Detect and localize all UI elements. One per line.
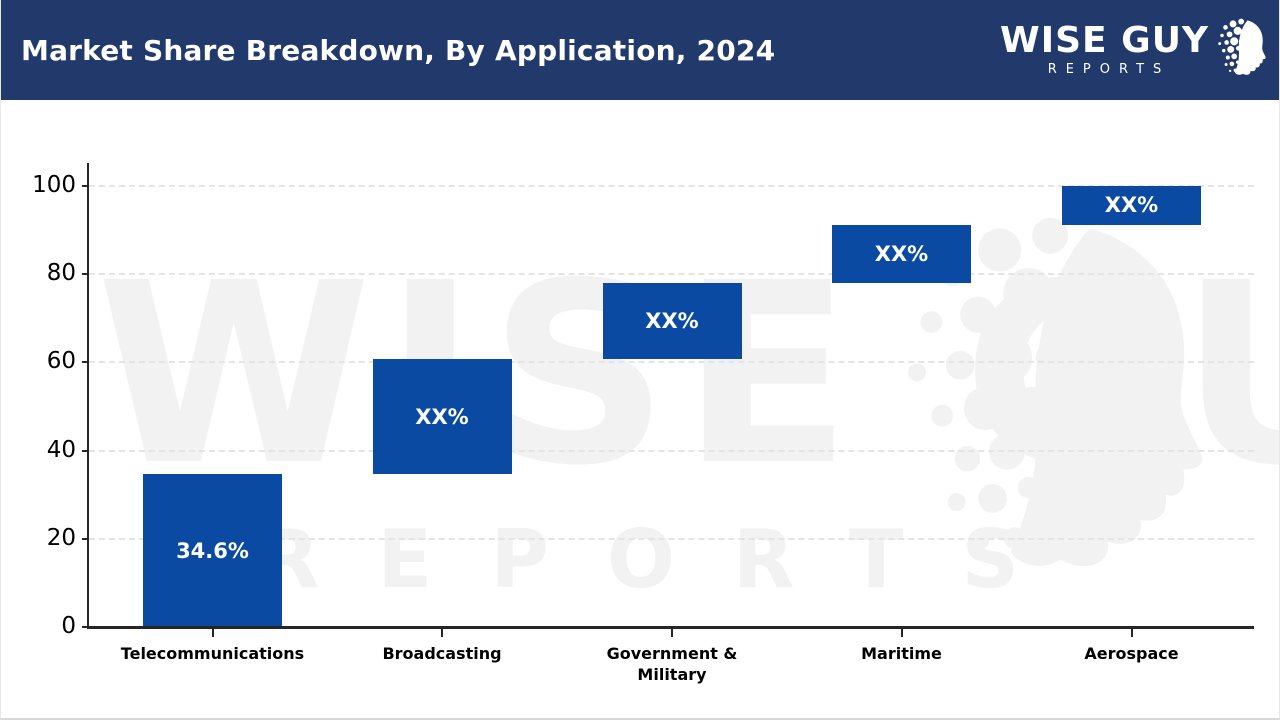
y-tick-mark-60 xyxy=(82,361,89,364)
x-category-label-0: Telecommunications xyxy=(120,644,305,663)
gridline-100 xyxy=(89,185,1254,187)
wise-guy-logo: WISE GUY REPORTS xyxy=(1000,8,1269,92)
page-title: Market Share Breakdown, By Application, … xyxy=(21,33,776,67)
x-tick-mark-1 xyxy=(441,629,443,637)
x-tick-mark-2 xyxy=(671,629,673,637)
y-tick-mark-20 xyxy=(82,537,89,540)
y-axis-line xyxy=(87,163,89,629)
x-tick-mark-0 xyxy=(211,629,214,637)
x-category-label-4: Aerospace xyxy=(1084,644,1179,663)
y-tick-label-60: 60 xyxy=(46,348,76,375)
y-tick-label-20: 20 xyxy=(46,524,76,551)
bar-value-label-1: XX% xyxy=(415,404,469,429)
gridline-20 xyxy=(89,537,1254,540)
y-tick-mark-40 xyxy=(82,449,89,452)
logo-text: WISE GUY REPORTS xyxy=(999,20,1209,78)
x-category-label-3: Maritime xyxy=(861,644,942,663)
y-tick-label-80: 80 xyxy=(46,260,76,287)
watermark-subtitle: REPORTS xyxy=(257,513,1078,606)
logo-subtitle: REPORTS xyxy=(1047,62,1171,77)
gridline-40 xyxy=(89,449,1254,452)
bar-value-label-2: XX% xyxy=(645,308,699,333)
x-category-label-2: Government & Military xyxy=(606,644,738,684)
bar-value-label-4: XX% xyxy=(1104,193,1159,218)
bar-3: XX% xyxy=(832,224,971,283)
x-category-label-1: Broadcasting xyxy=(382,644,502,663)
wise-guy-head-icon xyxy=(1211,10,1269,90)
chart-area: WISE GUY REPORTS 02040608010034.6%XX%XX%… xyxy=(1,100,1279,718)
gridline-80 xyxy=(89,273,1254,276)
plot: 0 20 40 60 80 100 34.6% XX% XX% XX% XX% Telecommuni… xyxy=(1,100,1279,718)
bar-0: 34.6% xyxy=(143,474,282,627)
logo-wordmark: WISE GUY xyxy=(999,20,1209,61)
bar-1: XX% xyxy=(372,359,512,475)
x-tick-mark-4 xyxy=(1130,629,1133,637)
y-tick-label-0: 0 xyxy=(61,613,76,639)
y-tick-label-40: 40 xyxy=(46,436,76,463)
x-axis-line xyxy=(87,626,1254,629)
x-tick-mark-3 xyxy=(900,629,903,637)
y-tick-mark-80 xyxy=(82,273,89,276)
bar-value-label-0: 34.6% xyxy=(176,538,249,563)
header-bar: Market Share Breakdown, By Application, … xyxy=(1,0,1279,100)
y-tick-label-100: 100 xyxy=(32,172,76,198)
bar-4: XX% xyxy=(1062,186,1201,225)
bar-2: XX% xyxy=(602,282,742,360)
gridline-60 xyxy=(89,361,1254,364)
y-tick-mark-100 xyxy=(82,185,89,187)
y-tick-mark-0 xyxy=(82,626,89,628)
bar-value-label-3: XX% xyxy=(874,241,929,266)
